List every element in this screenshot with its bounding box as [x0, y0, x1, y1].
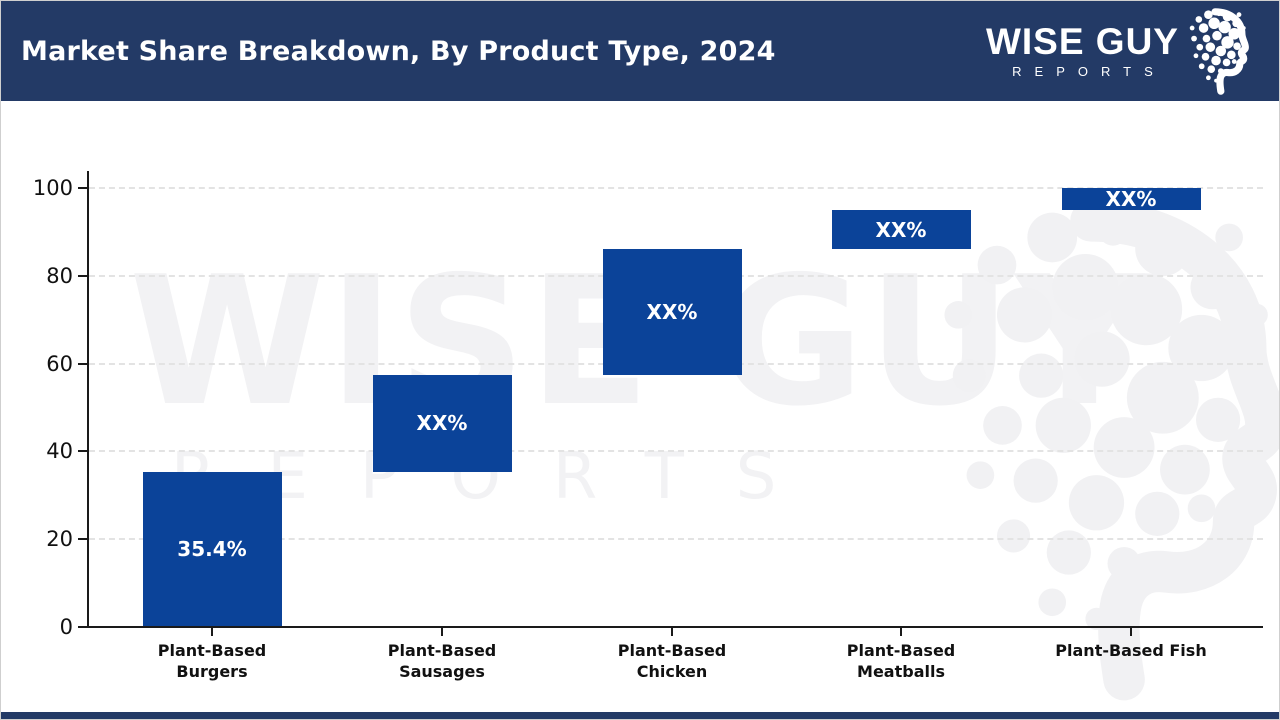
x-category-label: Plant-Based Meatballs — [786, 640, 1016, 682]
y-tick-label: 40 — [46, 439, 73, 464]
logo-text: WISE GUY REPORTS — [985, 21, 1179, 79]
gridline — [89, 538, 1263, 541]
footer-bar — [1, 712, 1279, 719]
y-tick — [78, 187, 87, 189]
x-category-label-line: Plant-Based — [846, 641, 956, 660]
bar-value-label: XX% — [646, 300, 698, 324]
x-axis-line — [87, 626, 1263, 628]
x-category-label-line: Sausages — [399, 662, 485, 681]
page-title: Market Share Breakdown, By Product Type,… — [21, 35, 776, 67]
x-category-label: Plant-Based Sausages — [327, 640, 557, 682]
bar: XX% — [831, 209, 971, 250]
bar: XX% — [602, 249, 742, 375]
x-tick — [1130, 628, 1132, 636]
x-category-label-line: Plant-Based — [617, 641, 727, 660]
x-category-label-line: Meatballs — [857, 662, 945, 681]
x-tick — [441, 628, 443, 636]
bar: XX% — [372, 374, 512, 472]
bar-value-label: 35.4% — [177, 537, 247, 562]
x-category-label: Plant-Based Burgers — [97, 640, 327, 682]
x-category-label-line: Burgers — [176, 662, 248, 681]
x-category-label-line: Chicken — [636, 662, 708, 681]
x-category-label-line: Plant-Based Fish — [1055, 641, 1207, 660]
header: Market Share Breakdown, By Product Type,… — [1, 1, 1279, 101]
x-tick — [211, 628, 213, 636]
x-tick — [671, 628, 673, 636]
bar: 35.4% — [142, 471, 282, 627]
x-category-label-line: Plant-Based — [157, 641, 267, 660]
x-tick — [900, 628, 902, 636]
y-tick-label: 100 — [32, 176, 73, 200]
gridline — [89, 450, 1263, 453]
bar-value-label: XX% — [1105, 186, 1157, 211]
gridline — [89, 187, 1263, 189]
y-tick — [78, 274, 87, 277]
wise-guy-logo: WISE GUY REPORTS — [986, 7, 1253, 95]
y-tick — [78, 450, 87, 453]
logo-wordmark: WISE GUY — [985, 21, 1179, 63]
y-tick-label: 80 — [46, 263, 73, 288]
y-axis-line — [87, 171, 89, 628]
head-profile-logo-icon — [1189, 8, 1249, 95]
y-tick — [78, 538, 87, 541]
x-category-label: Plant-Based Fish — [1016, 640, 1246, 661]
bar-value-label: XX% — [875, 217, 927, 242]
x-category-label: Plant-Based Chicken — [557, 640, 787, 682]
bar: XX% — [1061, 186, 1201, 211]
y-tick — [78, 626, 87, 628]
logo-subtitle: REPORTS — [1012, 63, 1166, 79]
y-tick-label: 20 — [46, 527, 73, 552]
y-tick-label: 0 — [59, 615, 73, 639]
x-category-label-line: Plant-Based — [387, 641, 497, 660]
bar-value-label: XX% — [416, 411, 468, 436]
y-tick — [78, 362, 87, 365]
y-tick-label: 60 — [46, 351, 73, 376]
